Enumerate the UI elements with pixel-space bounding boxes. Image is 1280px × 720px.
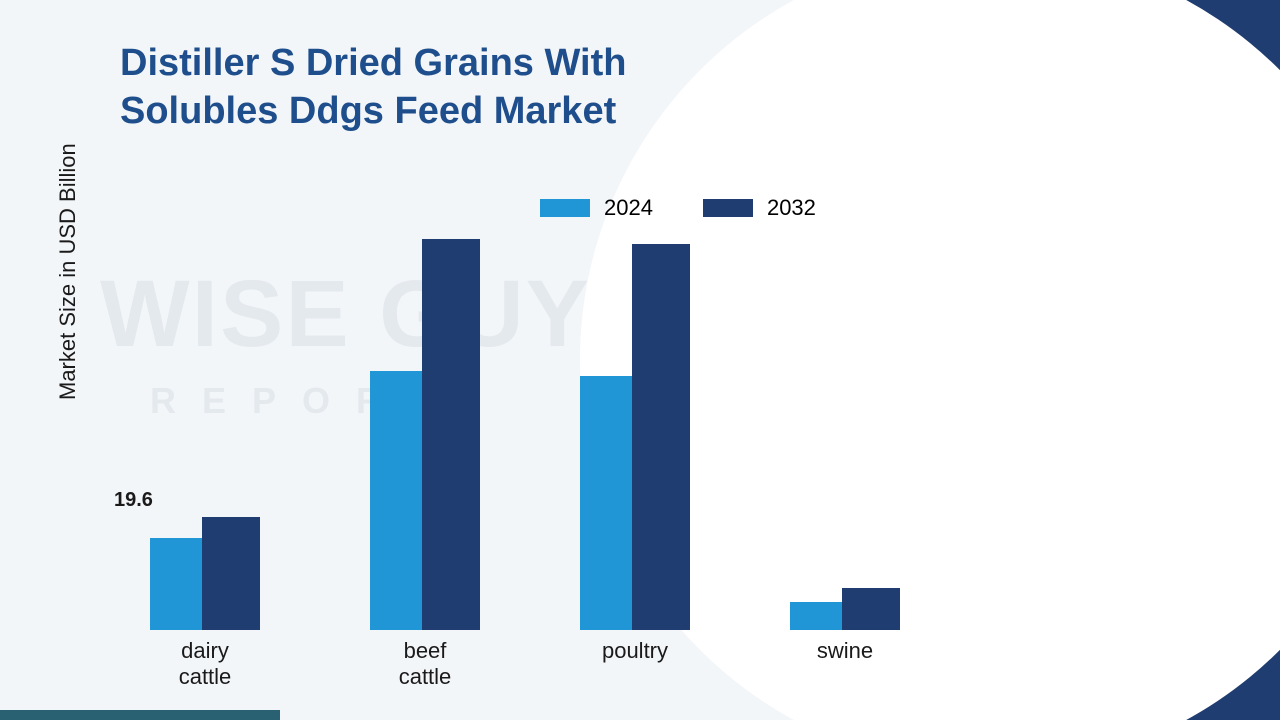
bar	[150, 538, 208, 630]
x-axis-label: dairycattle	[125, 630, 285, 691]
chart-title: Distiller S Dried Grains With Solubles D…	[120, 40, 770, 135]
x-axis-label: beefcattle	[345, 630, 505, 691]
bar-group: poultry	[580, 244, 690, 630]
legend-label: 2024	[604, 195, 653, 221]
value-label: 19.6	[114, 489, 153, 512]
bar	[422, 239, 480, 630]
legend: 2024 2032	[540, 195, 816, 221]
bar-group: swine	[790, 588, 900, 630]
bar	[580, 376, 638, 630]
legend-label: 2032	[767, 195, 816, 221]
chart-canvas: WISE GUY REPORTS WISE GUY REPORTS Distil…	[0, 0, 1280, 720]
bar	[202, 517, 260, 630]
y-axis-label: Market Size in USD Billion	[55, 143, 81, 400]
bar	[790, 602, 848, 630]
x-axis-label: swine	[765, 630, 925, 664]
brand-line1: WISE GUY	[1072, 50, 1250, 86]
bar	[632, 244, 690, 630]
legend-swatch	[703, 199, 753, 217]
brand-logo: WISE GUY REPORTS	[1072, 50, 1250, 100]
legend-item: 2032	[703, 195, 816, 221]
plot-area: dairycattlebeefcattlepoultryswine19.6	[120, 230, 940, 630]
bar	[370, 371, 428, 630]
brand-line2: REPORTS	[1072, 86, 1250, 101]
legend-item: 2024	[540, 195, 653, 221]
bar-group: beefcattle	[370, 239, 480, 630]
bar-group: dairycattle	[150, 517, 260, 630]
legend-swatch	[540, 199, 590, 217]
x-axis-label: poultry	[555, 630, 715, 664]
bottom-strip	[0, 710, 280, 720]
bar	[842, 588, 900, 630]
